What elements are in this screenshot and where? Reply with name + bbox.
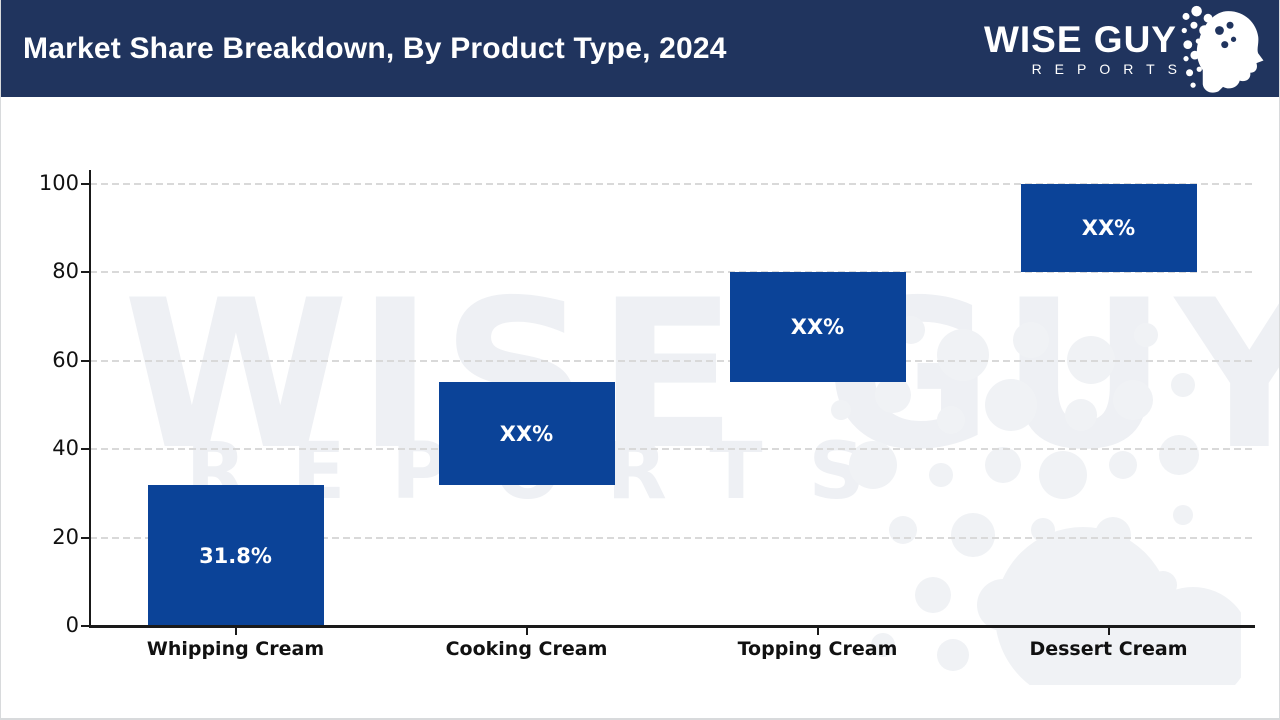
y-tick-100 [81,183,89,185]
logo-text: WISE GUY REPORTS [984,21,1177,76]
wise-guy-logo: WISE GUY REPORTS [984,0,1267,97]
gridline-40 [90,448,1254,451]
y-tick-60 [81,359,89,362]
x-category-label: Dessert Cream [1029,638,1188,660]
bar-value-label: 31.8% [199,543,272,568]
y-tick-80 [81,271,89,274]
bar-cooking-cream: XX% [438,382,615,486]
logo-head-icon [1181,5,1264,93]
y-tick-label-20: 20 [52,524,79,549]
x-tick-4 [1107,626,1110,635]
bar-topping-cream: XX% [729,272,906,382]
x-tick-2 [525,626,528,635]
chart-title: Market Share Breakdown, By Product Type,… [23,31,727,65]
x-category-label: Topping Cream [737,638,898,660]
y-tick-label-60: 60 [52,347,79,372]
y-tick-label-100: 100 [38,171,79,195]
gridline-100 [90,183,1254,185]
logo-name: WISE GUY [983,19,1177,60]
x-axis-line [89,625,1255,628]
waterfall-chart: WISE GUY REPORTS 02040608010031.8%XX%XX%… [1,97,1279,718]
bar-whipping-cream: 31.8% [147,485,324,626]
y-tick-label-0: 0 [65,613,79,637]
bar-value-label: XX% [790,315,845,340]
x-tick-3 [816,626,819,635]
x-category-label: Cooking Cream [445,638,608,660]
bar-value-label: XX% [499,421,554,446]
x-category-label: Whipping Cream [146,638,325,660]
gridline-20 [90,536,1254,539]
bar-dessert-cream: XX% [1020,184,1197,273]
header-band: Market Share Breakdown, By Product Type,… [1,0,1279,97]
y-tick-0 [81,625,89,627]
x-tick-1 [234,626,237,635]
bar-value-label: XX% [1081,216,1136,241]
y-tick-label-40: 40 [52,436,79,461]
y-tick-20 [81,536,89,539]
gridline-60 [90,359,1254,362]
y-axis-line [89,170,91,628]
logo-subtitle: REPORTS [1031,61,1190,77]
y-tick-40 [81,448,89,451]
gridline-80 [90,271,1254,274]
y-tick-label-80: 80 [52,259,79,284]
